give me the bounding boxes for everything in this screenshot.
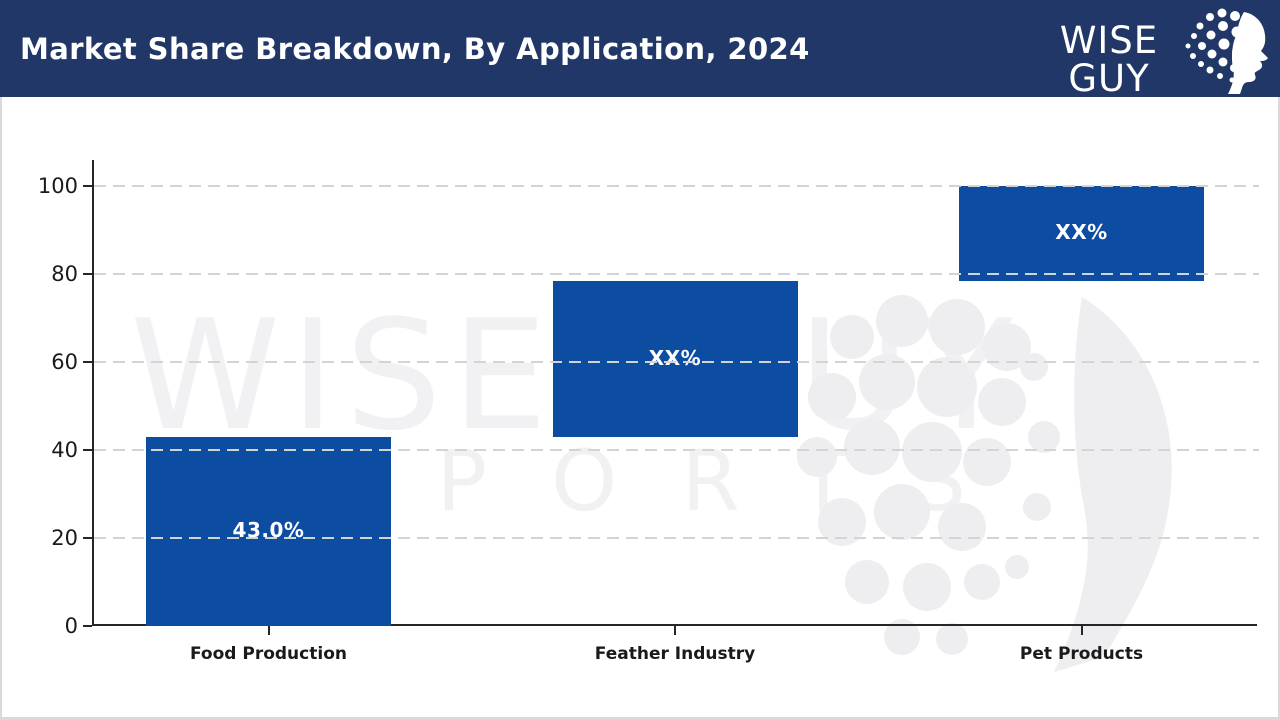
x-tick-mark — [1080, 626, 1083, 635]
bar-value-label-feather-industry: XX% — [648, 345, 702, 370]
bar-feather-industry: XX% — [552, 280, 798, 437]
logo-brand-name: WISE GUY — [1059, 19, 1159, 100]
wiseguy-logo: WISE GUY REPORTS — [1018, 6, 1268, 118]
y-tick-mark — [83, 537, 92, 539]
bar-pet-products: XX% — [959, 186, 1204, 281]
y-tick-mark — [83, 449, 92, 451]
y-tick-label: 100 — [37, 174, 78, 198]
watermark-face-icon — [797, 295, 1172, 672]
plot-area: 0 20 40 60 80 100 43.0% Food Production XX% Feath… — [38, 160, 1259, 664]
x-tick-mark — [267, 626, 270, 635]
x-axis-label-pet-products: Pet Products — [1019, 644, 1144, 664]
y-tick-mark — [83, 185, 92, 187]
y-tick-label: 20 — [51, 526, 78, 550]
chart-panel: WISE GUY REPORTS 0 20 40 60 80 100 43.0% Food P… — [0, 97, 1280, 720]
y-tick-mark — [83, 361, 92, 363]
page-title: Market Share Breakdown, By Application, … — [20, 31, 810, 66]
y-tick-label: 0 — [64, 614, 78, 638]
header-bar: Market Share Breakdown, By Application, … — [0, 0, 1280, 118]
bar-value-label-pet-products: XX% — [1055, 220, 1108, 245]
gridline-80 — [94, 273, 1259, 275]
wiseguy-face-icon — [1185, 8, 1268, 94]
y-tick-mark — [83, 273, 92, 275]
x-axis-label-food-production: Food Production — [190, 644, 347, 664]
y-tick-label: 60 — [51, 350, 78, 374]
y-tick-label: 80 — [51, 262, 78, 286]
gridline-100 — [94, 185, 1259, 187]
gridline-40 — [94, 449, 1259, 451]
x-tick-mark — [674, 626, 676, 635]
bar-food-production: 43.0% — [146, 436, 391, 626]
x-axis-label-feather-industry: Feather Industry — [594, 644, 756, 664]
gridline-60 — [94, 361, 1259, 363]
y-tick-mark — [83, 625, 92, 627]
y-tick-label: 40 — [51, 438, 78, 462]
gridline-20 — [94, 537, 1259, 539]
